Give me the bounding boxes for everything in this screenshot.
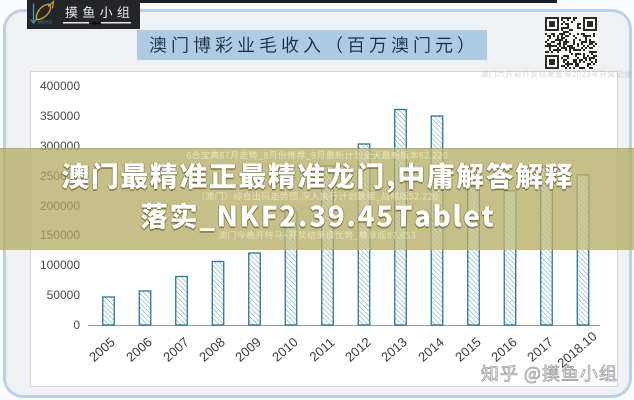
- svg-text:MOYU: MOYU: [38, 20, 52, 25]
